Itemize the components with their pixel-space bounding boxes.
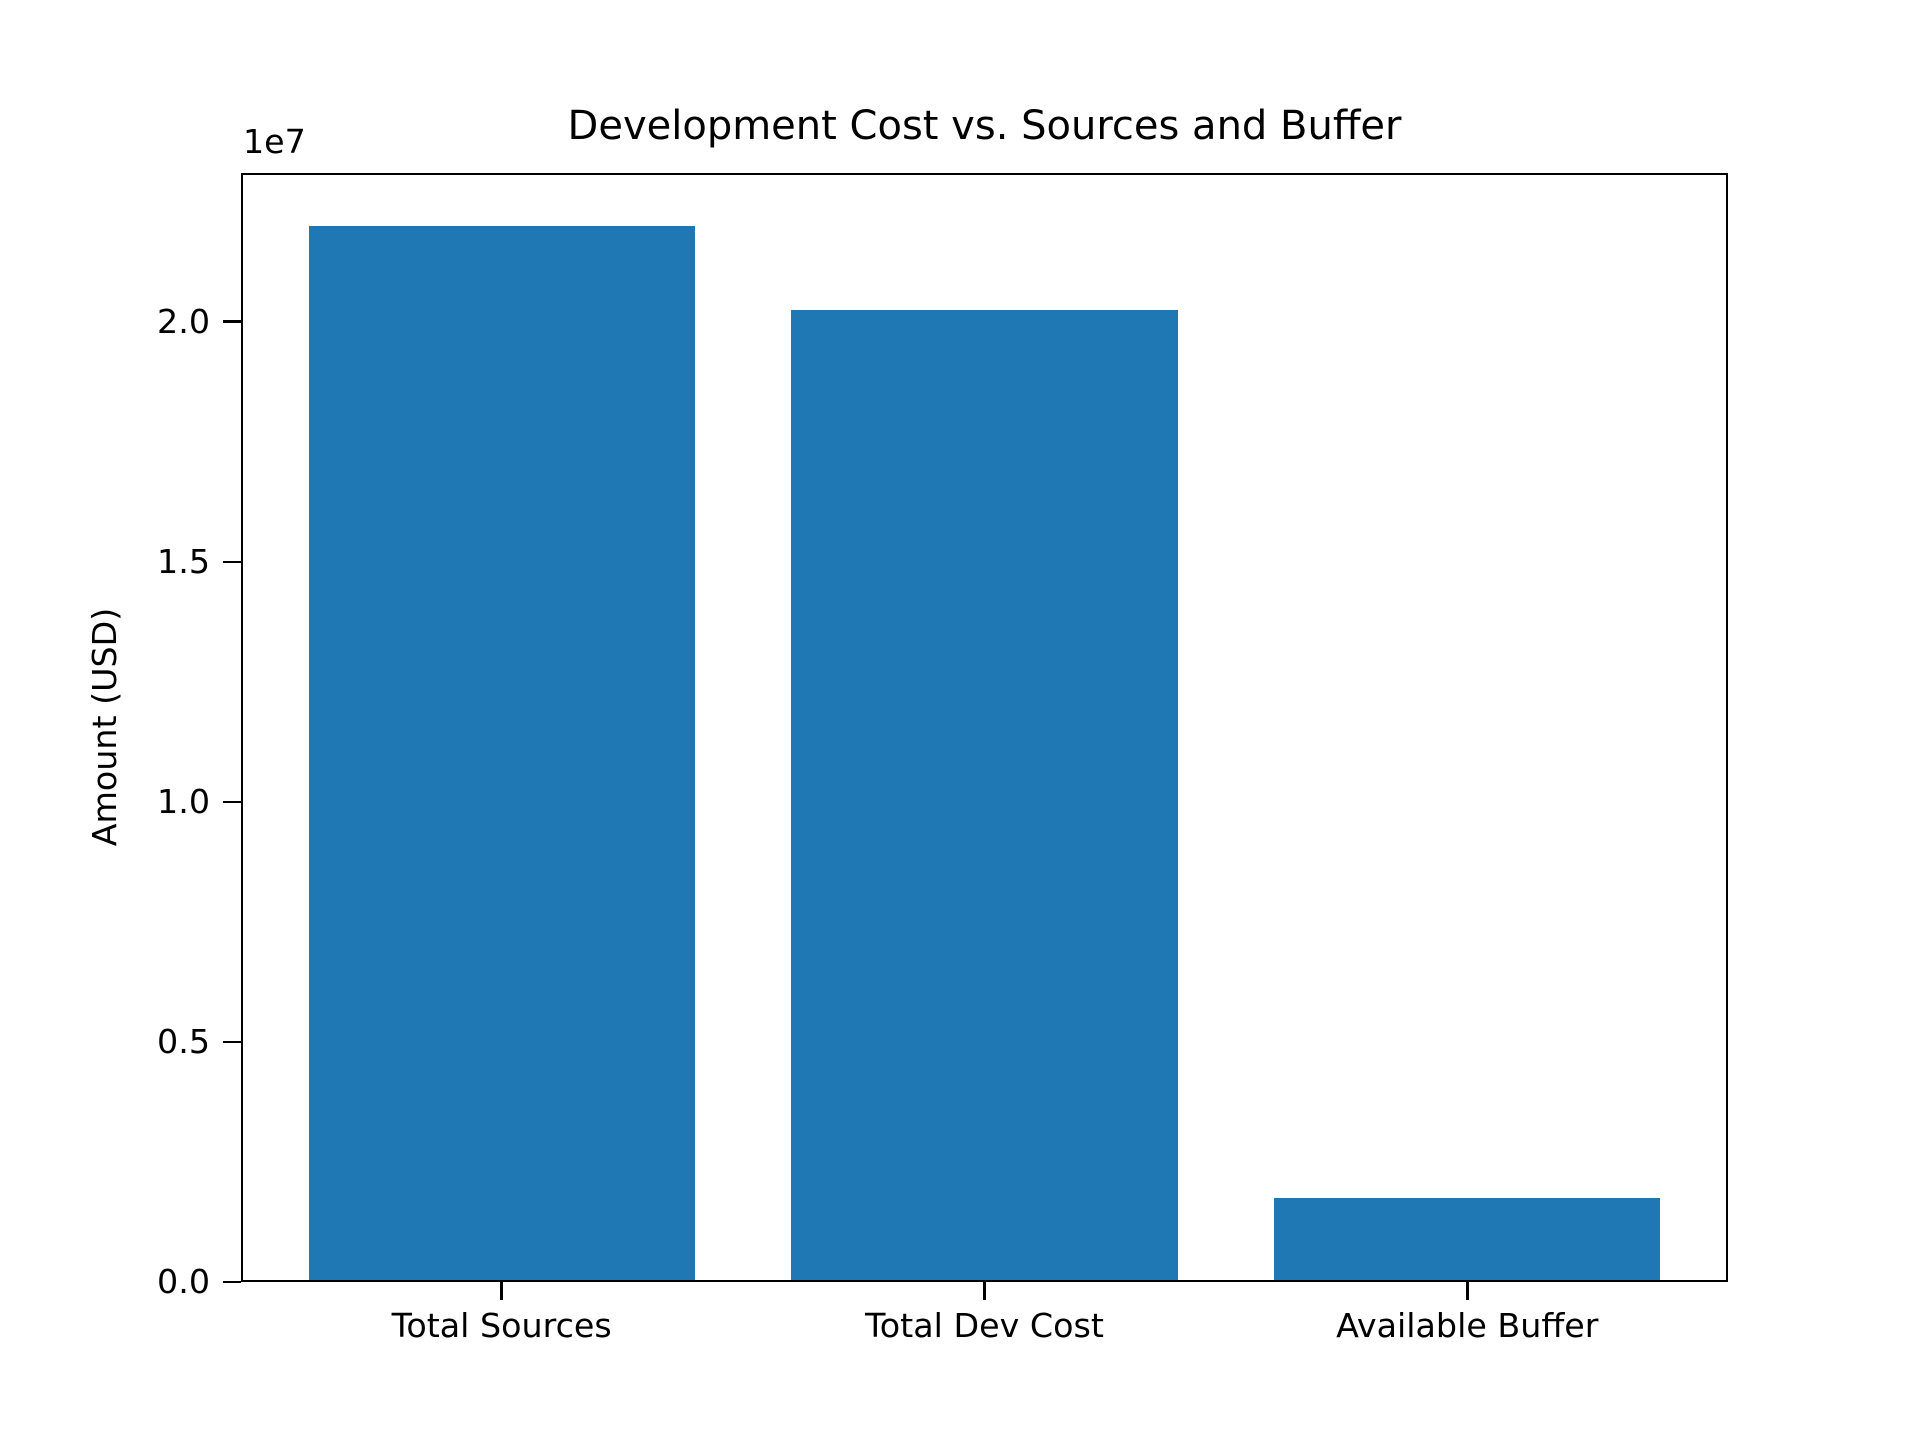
chart-title: Development Cost vs. Sources and Buffer: [567, 103, 1402, 149]
bar-total-dev-cost: [791, 309, 1178, 1282]
x-tick-label-total-sources: Total Sources: [391, 1306, 612, 1345]
x-tick-mark: [1465, 1282, 1469, 1300]
y-tick-mark: [223, 320, 241, 324]
y-tick-mark: [223, 1280, 241, 1284]
x-tick-label-available-buffer: Available Buffer: [1336, 1306, 1599, 1345]
y-tick-mark: [223, 560, 241, 564]
y-tick-mark: [223, 1040, 241, 1044]
y-tick-mark: [223, 800, 241, 804]
bar-total-sources: [308, 225, 695, 1282]
x-tick-label-total-dev-cost: Total Dev Cost: [865, 1306, 1104, 1345]
x-tick-mark: [500, 1282, 504, 1300]
y-tick-label: 0.5: [157, 1021, 210, 1061]
y-tick-label: 1.5: [157, 541, 210, 581]
y-tick-label: 0.0: [157, 1262, 210, 1301]
x-tick-mark: [983, 1282, 986, 1300]
y-axis-offset-text: 1e7: [243, 122, 306, 161]
bar-available-buffer: [1274, 1197, 1661, 1282]
y-tick-label: 1.0: [157, 781, 210, 821]
y-tick-label: 2.0: [157, 301, 210, 341]
